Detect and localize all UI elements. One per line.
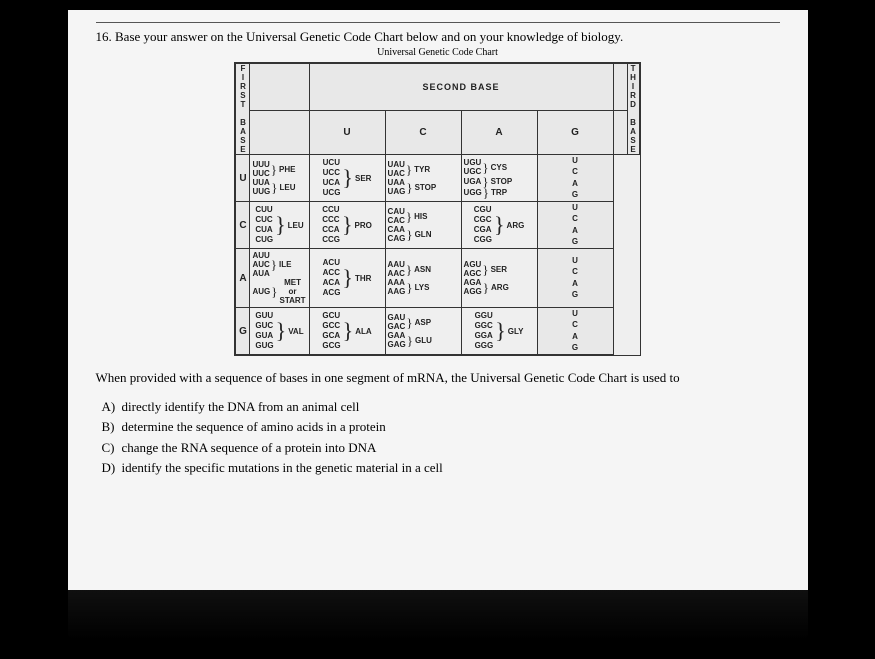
table-row: GGUUGUCGUAGUG}VALGCUGCCGCAGCG}ALAGAUGAC}… bbox=[236, 308, 639, 355]
choice-a[interactable]: A)directly identify the DNA from an anim… bbox=[102, 397, 780, 417]
third-base-col: UCAG bbox=[537, 202, 613, 249]
col-c: C bbox=[385, 111, 461, 155]
codon-cell: UGUUGC}CYSUGA}STOPUGG}TRP bbox=[461, 155, 537, 202]
codon-cell: ACUACCACAACG}THR bbox=[309, 249, 385, 308]
question-text: Base your answer on the Universal Geneti… bbox=[115, 29, 623, 44]
base-header-row: U C A G bbox=[236, 111, 639, 155]
first-base: G bbox=[236, 308, 250, 355]
chart-caption: Universal Genetic Code Chart bbox=[96, 47, 780, 58]
third-base-col: UCAG bbox=[537, 155, 613, 202]
codon-cell: CUUCUCCUACUG}LEU bbox=[250, 202, 309, 249]
first-base: C bbox=[236, 202, 250, 249]
code-table: FIRST BASE SECOND BASE THIRD BASE U C A … bbox=[235, 63, 639, 355]
choice-text: change the RNA sequence of a protein int… bbox=[122, 440, 377, 455]
third-base-col: UCAG bbox=[537, 249, 613, 308]
col-u: U bbox=[309, 111, 385, 155]
col-g: G bbox=[537, 111, 613, 155]
choice-c[interactable]: C)change the RNA sequence of a protein i… bbox=[102, 438, 780, 458]
table-row: UUUUUUC}PHEUUAUUG}LEUUCUUCCUCAUCG}SERUAU… bbox=[236, 155, 639, 202]
choice-label: C) bbox=[102, 438, 122, 458]
third-base-label: THIRD BASE bbox=[627, 64, 639, 155]
codon-cell: UCUUCCUCAUCG}SER bbox=[309, 155, 385, 202]
question-number: 16. bbox=[96, 29, 112, 44]
question-prompt: When provided with a sequence of bases i… bbox=[96, 370, 780, 387]
choice-text: determine the sequence of amino acids in… bbox=[122, 419, 386, 434]
page-shadow bbox=[68, 590, 808, 640]
choice-label: B) bbox=[102, 417, 122, 437]
codon-cell: GCUGCCGCAGCG}ALA bbox=[309, 308, 385, 355]
codon-cell: AGUAGC}SERAGAAGG}ARG bbox=[461, 249, 537, 308]
choice-b[interactable]: B)determine the sequence of amino acids … bbox=[102, 417, 780, 437]
codon-cell: UAUUAC}TYRUAAUAG}STOP bbox=[385, 155, 461, 202]
codon-cell: CAUCAC}HISCAACAG}GLN bbox=[385, 202, 461, 249]
codon-cell: CGUCGCCGACGG}ARG bbox=[461, 202, 537, 249]
page: 16. Base your answer on the Universal Ge… bbox=[68, 10, 808, 590]
choice-label: D) bbox=[102, 458, 122, 478]
codon-cell: CCUCCCCCACCG}PRO bbox=[309, 202, 385, 249]
codon-cell: GGUGGCGGAGGG}GLY bbox=[461, 308, 537, 355]
col-a: A bbox=[461, 111, 537, 155]
first-base: A bbox=[236, 249, 250, 308]
codon-cell: GUUGUCGUAGUG}VAL bbox=[250, 308, 309, 355]
codon-cell: AUUAUCAUA}ILEAUG}MET or START bbox=[250, 249, 309, 308]
first-base: U bbox=[236, 155, 250, 202]
rule bbox=[96, 22, 780, 23]
blank-corner-r bbox=[613, 64, 627, 111]
chart-container: FIRST BASE SECOND BASE THIRD BASE U C A … bbox=[96, 62, 780, 356]
genetic-code-chart: FIRST BASE SECOND BASE THIRD BASE U C A … bbox=[234, 62, 640, 356]
choice-label: A) bbox=[102, 397, 122, 417]
choice-text: directly identify the DNA from an animal… bbox=[122, 399, 360, 414]
table-row: AAUUAUCAUA}ILEAUG}MET or STARTACUACCACAA… bbox=[236, 249, 639, 308]
first-base-label: FIRST BASE bbox=[236, 64, 250, 155]
answer-choices: A)directly identify the DNA from an anim… bbox=[102, 397, 780, 478]
third-base-col: UCAG bbox=[537, 308, 613, 355]
question-stem: 16. Base your answer on the Universal Ge… bbox=[96, 29, 780, 45]
codon-cell: AAUAAC}ASNAAAAAG}LYS bbox=[385, 249, 461, 308]
choice-d[interactable]: D)identify the specific mutations in the… bbox=[102, 458, 780, 478]
blank-corner bbox=[250, 64, 309, 111]
second-base-header: SECOND BASE bbox=[309, 64, 613, 111]
table-row: CCUUCUCCUACUG}LEUCCUCCCCCACCG}PROCAUCAC}… bbox=[236, 202, 639, 249]
choice-text: identify the specific mutations in the g… bbox=[122, 460, 443, 475]
codon-cell: UUUUUC}PHEUUAUUG}LEU bbox=[250, 155, 309, 202]
codon-cell: GAUGAC}ASPGAAGAG}GLU bbox=[385, 308, 461, 355]
